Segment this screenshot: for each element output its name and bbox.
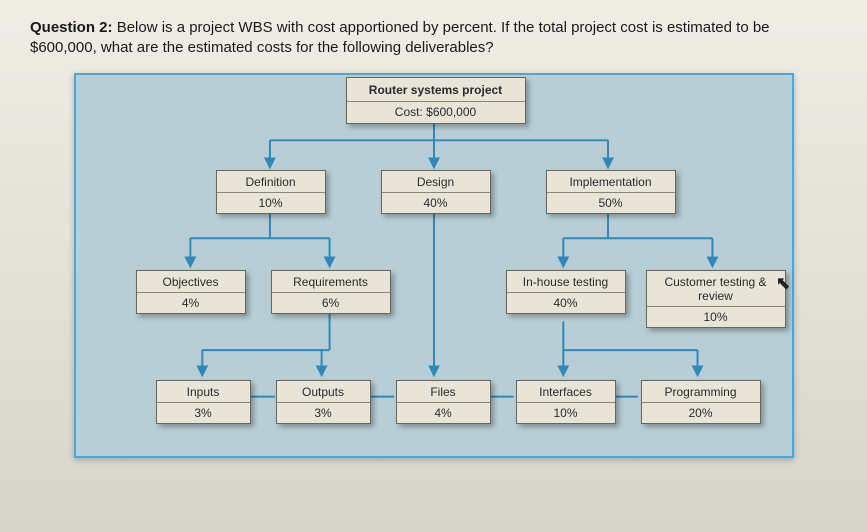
node-interfaces: Interfaces 10% xyxy=(516,380,616,424)
question-text: Question 2: Below is a project WBS with … xyxy=(30,18,837,59)
node-implementation: Implementation 50% xyxy=(546,170,676,214)
node-title: Customer testing & review xyxy=(647,271,785,306)
node-title: Definition xyxy=(217,171,325,192)
node-requirements: Requirements 6% xyxy=(271,270,391,314)
node-pct: 20% xyxy=(642,402,760,423)
node-root-cost: Cost: $600,000 xyxy=(347,101,525,123)
node-programming: Programming 20% xyxy=(641,380,761,424)
node-pct: 40% xyxy=(507,292,625,313)
node-root-title: Router systems project xyxy=(347,78,525,101)
node-objectives: Objectives 4% xyxy=(136,270,246,314)
node-outputs: Outputs 3% xyxy=(276,380,371,424)
node-title: Objectives xyxy=(137,271,245,292)
node-pct: 10% xyxy=(217,192,325,213)
node-title: Programming xyxy=(642,381,760,402)
wbs-diagram: Router systems project Cost: $600,000 De… xyxy=(74,73,794,458)
node-definition: Definition 10% xyxy=(216,170,326,214)
node-pct: 3% xyxy=(157,402,250,423)
node-pct: 10% xyxy=(647,306,785,327)
node-title: Outputs xyxy=(277,381,370,402)
node-inhouse-testing: In-house testing 40% xyxy=(506,270,626,314)
node-pct: 10% xyxy=(517,402,615,423)
node-pct: 40% xyxy=(382,192,490,213)
diagram-canvas: Router systems project Cost: $600,000 De… xyxy=(76,75,792,456)
node-pct: 6% xyxy=(272,292,390,313)
node-title: Interfaces xyxy=(517,381,615,402)
document-page: Question 2: Below is a project WBS with … xyxy=(0,0,867,532)
node-root: Router systems project Cost: $600,000 xyxy=(346,77,526,124)
node-pct: 50% xyxy=(547,192,675,213)
question-label: Question 2: xyxy=(30,19,113,36)
question-body: Below is a project WBS with cost apporti… xyxy=(30,19,770,56)
node-title: Implementation xyxy=(547,171,675,192)
node-inputs: Inputs 3% xyxy=(156,380,251,424)
node-pct: 3% xyxy=(277,402,370,423)
node-title: In-house testing xyxy=(507,271,625,292)
node-pct: 4% xyxy=(397,402,490,423)
node-design: Design 40% xyxy=(381,170,491,214)
node-customer-testing: Customer testing & review 10% xyxy=(646,270,786,328)
node-pct: 4% xyxy=(137,292,245,313)
node-title: Inputs xyxy=(157,381,250,402)
node-title: Design xyxy=(382,171,490,192)
node-files: Files 4% xyxy=(396,380,491,424)
node-title: Files xyxy=(397,381,490,402)
node-title: Requirements xyxy=(272,271,390,292)
